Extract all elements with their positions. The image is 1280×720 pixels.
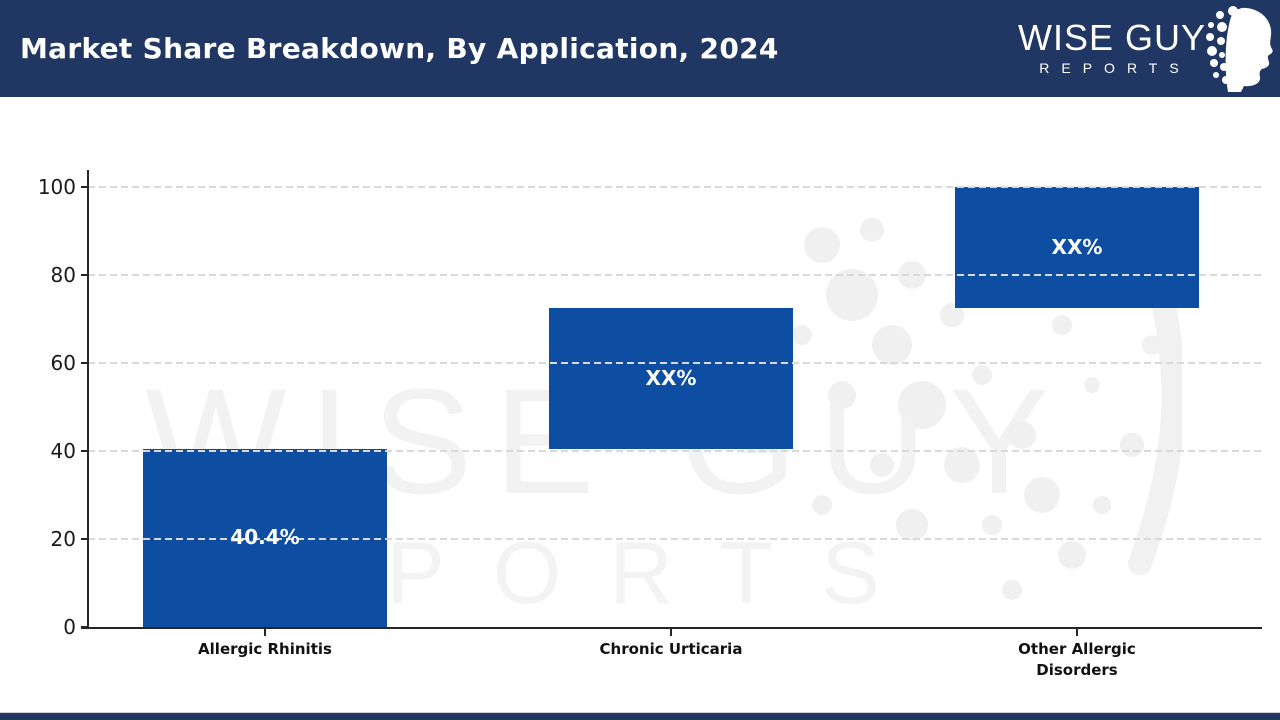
- y-tick-mark: [81, 186, 88, 188]
- footer-band: [0, 712, 1280, 720]
- x-axis-line: [81, 627, 1262, 629]
- header-band: Market Share Breakdown, By Application, …: [0, 0, 1280, 97]
- x-category-label: Other Allergic Disorders: [1018, 640, 1136, 679]
- y-tick-label: 80: [50, 263, 76, 287]
- gridline-y100: [88, 186, 1262, 188]
- y-axis-line: [87, 170, 89, 629]
- x-tick-mark: [1076, 629, 1078, 636]
- y-tick-label: 0: [63, 615, 76, 639]
- y-tick-mark: [81, 538, 88, 540]
- face-profile-icon: [1206, 6, 1273, 92]
- bar-3: [955, 187, 1199, 309]
- wise-guy-logo: WISE GUY REPORTS: [1016, 6, 1276, 94]
- gridline-y40: [88, 450, 1262, 452]
- y-tick-mark: [81, 274, 88, 276]
- x-tick-mark: [670, 629, 672, 636]
- page-title: Market Share Breakdown, By Application, …: [20, 32, 779, 65]
- x-tick-mark: [264, 629, 266, 636]
- logo-wordmark-top: WISE GUY: [1017, 17, 1206, 58]
- bar-value-label: 40.4%: [230, 525, 300, 550]
- bar-value-label: XX%: [1051, 234, 1103, 259]
- gridline-y80: [88, 274, 1262, 276]
- y-tick-label: 100: [37, 175, 76, 199]
- y-tick-mark: [81, 362, 88, 364]
- y-tick-label: 40: [50, 439, 76, 463]
- bar-2: [549, 308, 793, 450]
- y-tick-mark: [81, 450, 88, 452]
- y-tick-label: 20: [50, 527, 76, 551]
- gridline-y60: [88, 362, 1262, 364]
- bar-value-label: XX%: [645, 365, 697, 390]
- y-tick-label: 60: [50, 351, 76, 375]
- y-tick-mark: [81, 626, 88, 628]
- x-category-label: Allergic Rhinitis: [198, 640, 332, 658]
- watermark-face-dots: [792, 218, 1182, 600]
- x-category-label: Chronic Urticaria: [599, 640, 743, 658]
- logo-wordmark-bottom: REPORTS: [1039, 60, 1191, 76]
- gridline-y20: [88, 538, 1262, 540]
- logo-text: WISE GUY REPORTS: [1017, 17, 1206, 77]
